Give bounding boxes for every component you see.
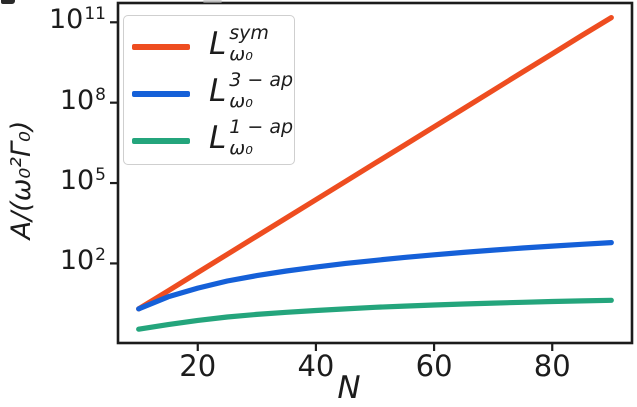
legend-label-base: L: [209, 73, 227, 109]
legend-item-sym: L sym ω₀: [124, 23, 294, 70]
legend-label-base: L: [209, 120, 227, 156]
y-tick-label: 102: [59, 245, 106, 277]
legend-swatch-sym: [132, 43, 190, 50]
legend-label-subscript: ω₀: [229, 90, 253, 112]
cropped-label-artifact: [1, 0, 15, 4]
legend-item-1-ap: L 1 − ap ω₀: [124, 117, 294, 164]
legend-label-superscript: 3 − ap: [229, 69, 294, 91]
legend-item-3-ap: L 3 − ap ω₀: [124, 70, 294, 117]
legend: L sym ω₀ L 3 − ap ω₀ L 1 −: [123, 15, 295, 165]
legend-label-sym: L sym ω₀: [209, 24, 269, 65]
plot-border: [116, 1, 634, 345]
series-line-3-ap: [136, 240, 614, 312]
legend-label-base: L: [209, 26, 227, 62]
legend-label-subscript: ω₀: [229, 43, 253, 65]
x-tick-label: 20: [179, 349, 217, 383]
x-axis-label: N: [337, 370, 361, 406]
legend-label-1-ap: L 1 − ap ω₀: [209, 118, 293, 159]
y-tick-label: 108: [59, 84, 106, 116]
series-line-1-ap: [136, 297, 614, 332]
legend-swatch-1-ap: [132, 137, 190, 144]
x-tick-label: 60: [415, 349, 453, 383]
y-tick-label: 105: [59, 165, 106, 197]
legend-label-3-ap: L 3 − ap ω₀: [209, 71, 293, 112]
legend-label-subscript: ω₀: [229, 137, 253, 159]
series-line-sym: [136, 15, 614, 312]
legend-label-superscript: sym: [229, 22, 269, 44]
legend-swatch-3-ap: [132, 90, 190, 97]
y-axis-label: A/(ω₀²Γ₀): [6, 120, 37, 240]
cropped-text-artifact: [203, 0, 222, 3]
x-tick-label: 40: [297, 349, 335, 383]
x-tick-label: 80: [533, 349, 571, 383]
legend-label-superscript: 1 − ap: [229, 116, 294, 138]
y-tick-label: 1011: [49, 4, 106, 36]
